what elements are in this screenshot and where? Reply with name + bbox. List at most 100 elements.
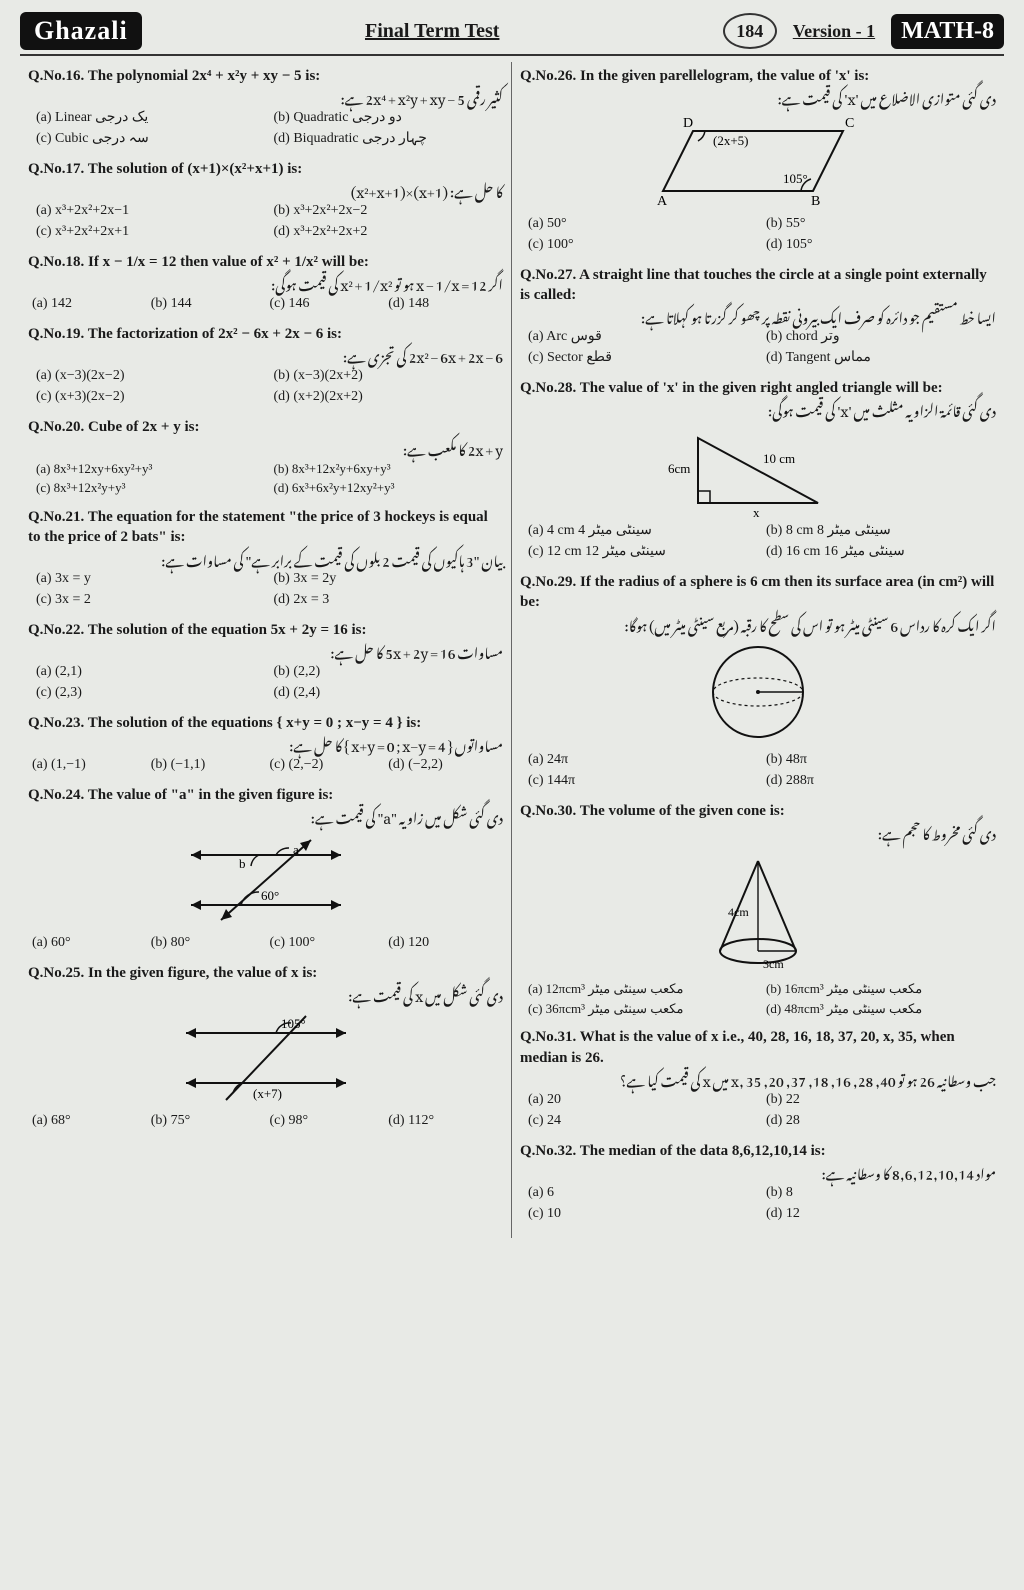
question-23: Q.No.23. The solution of the equations {… <box>28 713 503 775</box>
q24-angle: 60° <box>261 888 279 903</box>
q17-opt-d: (d) x³+2x²+2x+2 <box>274 223 504 242</box>
q17-opt-c: (c) x³+2x²+2x+1 <box>36 223 266 242</box>
q30-opt-c: (c) 36πcm³ مکعب سینٹی میٹر <box>528 1000 758 1018</box>
q21-opt-c: (c) 3x = 2 <box>36 591 266 610</box>
q31-opt-b: (b) 22 <box>766 1091 996 1110</box>
q23-opt-d: (d) (−2,2) <box>388 756 503 775</box>
q28-side2: 10 cm <box>763 451 795 466</box>
q30-figure: 4cm 3cm <box>520 846 996 976</box>
question-29: Q.No.29. If the radius of a sphere is 6 … <box>520 572 996 791</box>
question-18: Q.No.18. If x − 1/x = 12 then value of x… <box>28 252 503 314</box>
q24-opt-c: (c) 100° <box>270 934 385 953</box>
question-21: Q.No.21. The equation for the statement … <box>28 507 503 610</box>
q23-opt-a: (a) (1,−1) <box>32 756 147 775</box>
question-17: Q.No.17. The solution of (x+1)×(x²+x+1) … <box>28 159 503 242</box>
q31-opt-c: (c) 24 <box>528 1112 758 1131</box>
q29-opt-a: (a) 24π <box>528 751 758 770</box>
q16-urdu: کثیر رقمی 2x⁴ + x²y + xy − 5 ہے: <box>28 88 503 107</box>
q28-figure: 6cm 10 cm x <box>520 423 996 518</box>
q22-opt-d: (d) (2,4) <box>274 684 504 703</box>
q30-opt-b: (b) 16πcm³ مکعب سینٹی میٹر <box>766 980 996 998</box>
q24-opt-a: (a) 60° <box>32 934 147 953</box>
q31-urdu: جب وسطانیہ 26 ہو تو 40, 28, 16, 18, 37, … <box>520 1070 996 1089</box>
q26-top: (2x+5) <box>713 133 749 148</box>
right-column: Q.No.26. In the given parellelogram, the… <box>512 62 1004 1238</box>
q30-opt-d: (d) 48πcm³ مکعب سینٹی میٹر <box>766 1000 996 1018</box>
q28-side1: 6cm <box>668 461 690 476</box>
q25-opt-a: (a) 68° <box>32 1112 147 1131</box>
q26-lblC: C <box>845 116 854 131</box>
q29-urdu: اگر ایک کرہ کا رداس 6 سینٹی میٹر ہو تو ا… <box>520 615 996 634</box>
q19-opt-b: (b) (x−3)(2x+2) <box>274 367 504 386</box>
q20-opt-d: (d) 6x³+6x²y+12xy²+y³ <box>274 479 504 497</box>
question-31: Q.No.31. What is the value of x i.e., 40… <box>520 1027 996 1130</box>
q24-urdu: دی گئی شکل میں زاویہ "a" کی قیمت ہے: <box>28 807 503 826</box>
q16-opt-c: (c) Cubic سہ درجی <box>36 130 266 149</box>
q28-x: x <box>753 505 760 520</box>
q19-opt-a: (a) (x−3)(2x−2) <box>36 367 266 386</box>
q16-opt-d: (d) Biquadratic چہار درجی <box>274 130 504 149</box>
left-column: Q.No.16. The polynomial 2x⁴ + x²y + xy −… <box>20 62 512 1238</box>
q20-opt-b: (b) 8x³+12x²y+6xy+y³ <box>274 460 504 478</box>
q27-opt-a: (a) Arc قوس <box>528 328 758 347</box>
q21-opt-b: (b) 3x = 2y <box>274 570 504 589</box>
q30-urdu: دی گئی مخروط کا حجم ہے: <box>520 823 996 842</box>
q26-opt-d: (d) 105° <box>766 236 996 255</box>
q21-opt-d: (d) 2x = 3 <box>274 591 504 610</box>
q29-opt-c: (c) 144π <box>528 772 758 791</box>
q23-opt-b: (b) (−1,1) <box>151 756 266 775</box>
q26-lblD: D <box>683 116 693 131</box>
q20-opt-c: (c) 8x³+12x²y+y³ <box>36 479 266 497</box>
q17-urdu: کا حل ہے: (x+1)×(x²+x+1) <box>28 181 503 200</box>
q31-opt-a: (a) 20 <box>528 1091 758 1110</box>
q28-opt-b: (b) 8 cm سینٹی میٹر 8 <box>766 522 996 541</box>
q28-opt-c: (c) 12 cm سینٹی میٹر 12 <box>528 543 758 562</box>
q22-opt-c: (c) (2,3) <box>36 684 266 703</box>
q16-opt-a: (a) Linear یک درجی <box>36 109 266 128</box>
q23-opt-c: (c) (2,−2) <box>270 756 385 775</box>
question-27: Q.No.27. A straight line that touches th… <box>520 265 996 368</box>
q19-urdu: 2x² − 6x + 2x − 6 کی تجزی ہے: <box>28 346 503 365</box>
q21-urdu: بیان "3 ہاکیوں کی قیمت 2 بلوں کی قیمت کے… <box>28 550 503 569</box>
q24-figure: a b 60° <box>28 830 503 930</box>
page-number: 184 <box>723 13 777 49</box>
q22-opt-a: (a) (2,1) <box>36 663 266 682</box>
q25-urdu: دی گئی شکل میں x کی قیمت ہے: <box>28 985 503 1004</box>
q17-opt-a: (a) x³+2x²+2x−1 <box>36 202 266 221</box>
q28-opt-a: (a) 4 cm سینٹی میٹر 4 <box>528 522 758 541</box>
q19-opt-d: (d) (x+2)(2x+2) <box>274 388 504 407</box>
svg-text:a: a <box>293 842 299 857</box>
q27-opt-b: (b) chord وتر <box>766 328 996 347</box>
q32-opt-a: (a) 6 <box>528 1184 758 1203</box>
q25-figure: 105° (x+7) <box>28 1008 503 1108</box>
question-22: Q.No.22. The solution of the equation 5x… <box>28 620 503 703</box>
publisher-brand: Ghazali <box>20 12 142 50</box>
q32-opt-d: (d) 12 <box>766 1205 996 1224</box>
q29-opt-d: (d) 288π <box>766 772 996 791</box>
q18-urdu: اگر x − 1/x = 12 ہو تو x² + 1/x² کی قیمت… <box>28 274 503 293</box>
q26-opt-c: (c) 100° <box>528 236 758 255</box>
q26-opt-a: (a) 50° <box>528 215 758 234</box>
q25-angle2: (x+7) <box>253 1086 282 1101</box>
q31-opt-d: (d) 28 <box>766 1112 996 1131</box>
q17-opt-b: (b) x³+2x²+2x−2 <box>274 202 504 221</box>
q26-lblA: A <box>657 194 668 209</box>
q26-urdu: دی گئی متوازی الاضلاع میں 'x' کی قیمت ہے… <box>520 88 996 107</box>
q30-radius: 3cm <box>763 957 784 971</box>
question-16: Q.No.16. The polynomial 2x⁴ + x²y + xy −… <box>28 66 503 149</box>
q30-opt-a: (a) 12πcm³ مکعب سینٹی میٹر <box>528 980 758 998</box>
q21-opt-a: (a) 3x = y <box>36 570 266 589</box>
q26-opt-b: (b) 55° <box>766 215 996 234</box>
question-25: Q.No.25. In the given figure, the value … <box>28 963 503 1131</box>
q28-opt-d: (d) 16 cm سینٹی میٹر 16 <box>766 543 996 562</box>
question-20: Q.No.20. Cube of 2x + y is: 2x + y کا مک… <box>28 417 503 497</box>
q24-opt-d: (d) 120 <box>388 934 503 953</box>
question-19: Q.No.19. The factorization of 2x² − 6x +… <box>28 324 503 407</box>
question-24: Q.No.24. The value of "a" in the given f… <box>28 785 503 953</box>
q23-urdu: مساواتوں { x+y = 0 ; x−y = 4 } کا حل ہے: <box>28 735 503 754</box>
q22-opt-b: (b) (2,2) <box>274 663 504 682</box>
question-30: Q.No.30. The volume of the given cone is… <box>520 801 996 1017</box>
q26-figure: D C A B (2x+5) 105° <box>520 111 996 211</box>
q20-urdu: 2x + y کا مکعب ہے: <box>28 439 503 458</box>
q18-opt-b: (b) 144 <box>151 295 266 314</box>
